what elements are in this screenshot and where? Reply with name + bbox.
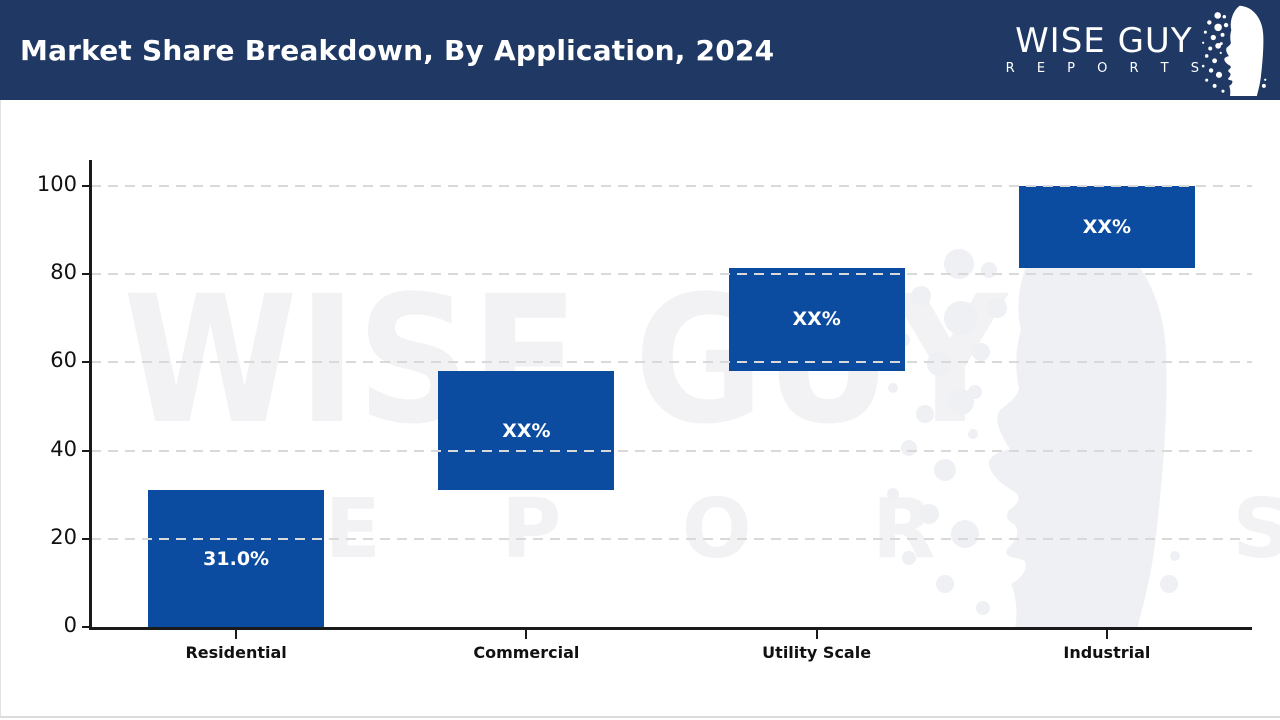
gridline-40: [91, 449, 1252, 452]
bar-value-label-residential: 31.0%: [203, 547, 270, 570]
x-tick-label-residential: Residential: [185, 643, 287, 662]
logo-text: WISE GUY R E P O R T S: [1000, 21, 1208, 76]
y-tick-0: [82, 626, 90, 628]
x-tick-label-commercial: Commercial: [473, 643, 580, 662]
y-tick-20: [82, 537, 90, 540]
bar-value-label-commercial: XX%: [502, 419, 551, 442]
bar-residential: 31.0%: [148, 490, 325, 627]
bar-industrial: XX%: [1018, 186, 1195, 268]
y-tick-label-100: 100: [36, 172, 77, 196]
bottom-hairline: [0, 716, 1280, 718]
y-tick-label-20: 20: [50, 524, 77, 549]
wise-guy-logo: WISE GUY R E P O R T S: [1000, 4, 1270, 96]
x-tick-industrial: [1105, 630, 1108, 639]
logo-wordmark: WISE GUY: [1015, 21, 1193, 62]
gridline-20: [91, 537, 1252, 540]
x-tick-residential: [235, 630, 238, 639]
y-tick-60: [82, 361, 90, 364]
y-tick-label-40: 40: [50, 436, 77, 461]
x-tick-label-utility-scale: Utility Scale: [762, 643, 872, 662]
bar-value-label-industrial: XX%: [1082, 215, 1132, 238]
bar-value-label-utility-scale: XX%: [792, 308, 841, 331]
x-tick-utility-scale: [815, 630, 818, 639]
gridline-60: [91, 361, 1252, 364]
y-tick-40: [82, 449, 90, 452]
bar-utility-scale: XX%: [728, 267, 905, 372]
chart-canvas: WISE GUY R E P O R T S 02040608010031.0%…: [0, 100, 1280, 718]
chart-title: Market Share Breakdown, By Application, …: [20, 33, 775, 67]
y-tick-100: [82, 185, 90, 187]
y-tick-80: [82, 273, 90, 276]
y-tick-label-80: 80: [50, 260, 77, 285]
x-axis-line: [89, 627, 1252, 630]
logo-head-icon: [1201, 5, 1267, 96]
header-band: Market Share Breakdown, By Application, …: [0, 0, 1280, 100]
y-tick-label-60: 60: [50, 348, 77, 373]
y-axis-line: [89, 160, 92, 630]
bar-commercial: XX%: [438, 371, 615, 491]
gridline-80: [91, 273, 1252, 276]
y-tick-label-0: 0: [63, 613, 77, 637]
logo-subtitle: R E P O R T S: [1005, 60, 1208, 76]
gridline-100: [91, 185, 1252, 187]
x-tick-label-industrial: Industrial: [1063, 643, 1151, 662]
x-tick-commercial: [525, 630, 528, 639]
